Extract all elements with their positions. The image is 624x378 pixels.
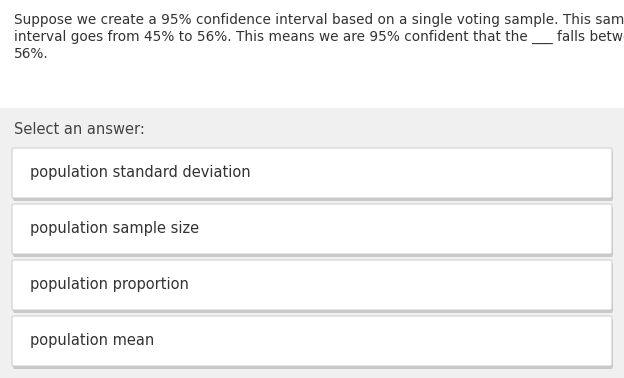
Text: 56%.: 56%. (14, 47, 49, 61)
Text: population proportion: population proportion (30, 277, 189, 293)
Bar (0, 0, 624, 108)
Text: Suppose we create a 95% confidence interval based on a single voting sample. Thi: Suppose we create a 95% confidence inter… (14, 13, 624, 27)
Text: interval goes from 45% to 56%. This means we are 95% confident that the ___ fall: interval goes from 45% to 56%. This mean… (14, 30, 624, 44)
Text: Select an answer:: Select an answer: (14, 122, 145, 137)
FancyBboxPatch shape (12, 148, 612, 198)
FancyBboxPatch shape (13, 207, 613, 257)
Text: population mean: population mean (30, 333, 154, 349)
FancyBboxPatch shape (12, 260, 612, 310)
FancyBboxPatch shape (12, 316, 612, 366)
FancyBboxPatch shape (12, 204, 612, 254)
Text: population standard deviation: population standard deviation (30, 166, 251, 181)
Text: population sample size: population sample size (30, 222, 199, 237)
Bar (0, 108, 624, 378)
FancyBboxPatch shape (13, 151, 613, 201)
FancyBboxPatch shape (13, 319, 613, 369)
FancyBboxPatch shape (13, 263, 613, 313)
